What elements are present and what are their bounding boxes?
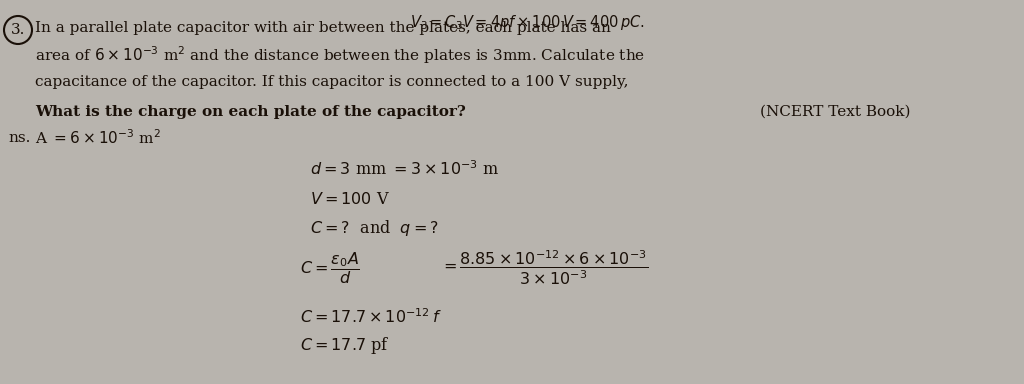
Text: (NCERT Text Book): (NCERT Text Book) — [760, 105, 910, 119]
Text: capacitance of the capacitor. If this capacitor is connected to a 100 V supply,: capacitance of the capacitor. If this ca… — [35, 75, 629, 89]
Text: What is the charge on each plate of the capacitor?: What is the charge on each plate of the … — [35, 105, 466, 119]
Text: area of $6 \times 10^{-3}$ m$^2$ and the distance between the plates is 3mm. Cal: area of $6 \times 10^{-3}$ m$^2$ and the… — [35, 44, 645, 66]
Text: A $= 6 \times 10^{-3}$ m$^2$: A $= 6 \times 10^{-3}$ m$^2$ — [35, 129, 161, 147]
Text: $C = 17.7$ pf: $C = 17.7$ pf — [300, 334, 389, 356]
Text: $= \dfrac{8.85 \times 10^{-12} \times 6 \times 10^{-3}}{3 \times 10^{-3}}$: $= \dfrac{8.85 \times 10^{-12} \times 6 … — [440, 249, 648, 287]
Text: $V = 100$ V: $V = 100$ V — [310, 192, 390, 209]
Text: $C = 17.7 \times 10^{-12}\,f$: $C = 17.7 \times 10^{-12}\,f$ — [300, 309, 441, 327]
Text: $C = ?$  and  $q = ?$: $C = ?$ and $q = ?$ — [310, 218, 439, 238]
Text: $V_3 = C_3V = 4pf \times 100\,V = 400\,pC.$: $V_3 = C_3V = 4pf \times 100\,V = 400\,p… — [410, 13, 644, 32]
Text: $C = \dfrac{\epsilon_0 A}{d}$: $C = \dfrac{\epsilon_0 A}{d}$ — [300, 250, 360, 286]
Text: ns.: ns. — [8, 131, 31, 145]
Text: $d = 3$ mm $= 3 \times 10^{-3}$ m: $d = 3$ mm $= 3 \times 10^{-3}$ m — [310, 161, 500, 179]
Text: 3.: 3. — [11, 23, 26, 37]
Text: In a parallel plate capacitor with air between the plates, each plate has an: In a parallel plate capacitor with air b… — [35, 21, 611, 35]
